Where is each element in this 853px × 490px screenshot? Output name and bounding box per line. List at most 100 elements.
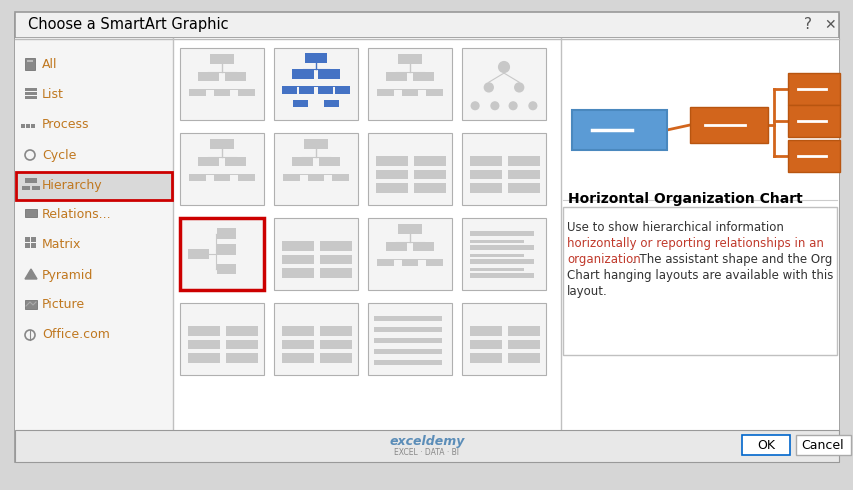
Text: Matrix: Matrix — [42, 239, 81, 251]
Text: ?: ? — [803, 18, 811, 32]
Text: Pyramid: Pyramid — [42, 269, 93, 281]
Bar — [469, 353, 501, 363]
Bar — [469, 340, 501, 349]
Bar — [377, 259, 393, 266]
Bar — [225, 340, 258, 349]
Bar — [319, 157, 340, 166]
Bar — [25, 209, 37, 217]
Bar — [469, 245, 533, 250]
Bar — [292, 157, 312, 166]
Bar — [31, 243, 36, 248]
Bar — [274, 48, 357, 120]
Bar — [299, 86, 314, 94]
Bar — [25, 178, 37, 183]
Bar — [281, 269, 313, 278]
Bar — [281, 255, 313, 264]
Bar — [173, 38, 560, 435]
Bar — [374, 360, 442, 365]
Text: ✕: ✕ — [823, 18, 835, 32]
Bar — [25, 93, 37, 95]
Bar — [469, 156, 501, 166]
Bar — [281, 340, 313, 349]
Bar — [461, 303, 545, 375]
Bar — [225, 353, 258, 363]
Polygon shape — [25, 269, 37, 279]
Bar — [25, 58, 35, 70]
Bar — [386, 242, 407, 250]
Bar — [469, 268, 524, 271]
Bar — [469, 240, 524, 243]
Bar — [21, 124, 25, 128]
Bar — [304, 139, 328, 148]
Bar — [689, 107, 767, 143]
Bar — [319, 241, 351, 250]
Bar — [508, 340, 539, 349]
Bar — [461, 48, 545, 120]
Text: List: List — [42, 89, 64, 101]
Bar — [397, 224, 421, 234]
Bar — [281, 86, 297, 94]
Bar — [318, 69, 339, 79]
Text: Relations...: Relations... — [42, 209, 112, 221]
Bar — [508, 183, 539, 193]
Bar — [180, 48, 264, 120]
Bar — [305, 53, 327, 63]
Text: exceldemy: exceldemy — [389, 435, 464, 447]
Bar — [188, 353, 219, 363]
Bar — [368, 218, 451, 290]
Bar — [368, 48, 451, 120]
Bar — [787, 105, 839, 137]
Bar — [31, 237, 36, 242]
Text: horizontally or reporting relationships in an: horizontally or reporting relationships … — [566, 237, 823, 250]
Bar — [15, 430, 838, 462]
Bar — [319, 326, 351, 336]
Bar — [281, 241, 313, 250]
Bar — [469, 254, 524, 257]
Bar — [15, 38, 173, 435]
Circle shape — [497, 61, 509, 73]
Bar — [426, 259, 442, 266]
Text: layout.: layout. — [566, 285, 607, 298]
Bar — [274, 218, 357, 290]
Bar — [274, 133, 357, 205]
Bar — [225, 326, 258, 336]
Bar — [508, 170, 539, 179]
Bar — [15, 12, 838, 38]
Bar — [562, 207, 836, 355]
Bar — [386, 72, 407, 80]
Bar — [374, 338, 442, 343]
Bar — [180, 218, 264, 290]
Bar — [560, 38, 838, 435]
Circle shape — [483, 82, 493, 93]
Bar — [189, 89, 206, 96]
Bar — [25, 237, 30, 242]
Bar — [31, 124, 35, 128]
Bar — [218, 228, 236, 239]
Bar — [319, 340, 351, 349]
Bar — [238, 173, 254, 181]
Text: Process: Process — [42, 119, 90, 131]
Bar — [397, 54, 421, 64]
Bar — [32, 186, 40, 190]
Text: EXCEL · DATA · BI: EXCEL · DATA · BI — [394, 447, 459, 457]
Bar — [180, 133, 264, 205]
Bar — [238, 89, 254, 96]
Bar — [461, 218, 545, 290]
Bar — [307, 173, 324, 181]
Bar — [213, 173, 230, 181]
Bar — [508, 353, 539, 363]
Text: Chart hanging layouts are available with this: Chart hanging layouts are available with… — [566, 269, 833, 282]
Bar — [377, 89, 393, 96]
Bar — [334, 86, 350, 94]
Bar — [293, 100, 308, 107]
Bar — [188, 248, 209, 259]
Bar — [375, 170, 407, 179]
Circle shape — [514, 82, 524, 93]
Bar — [281, 353, 313, 363]
Bar — [319, 353, 351, 363]
Bar — [218, 245, 236, 255]
Bar — [414, 183, 445, 193]
Bar — [274, 303, 357, 375]
Bar — [413, 72, 434, 80]
Text: Cycle: Cycle — [42, 148, 76, 162]
